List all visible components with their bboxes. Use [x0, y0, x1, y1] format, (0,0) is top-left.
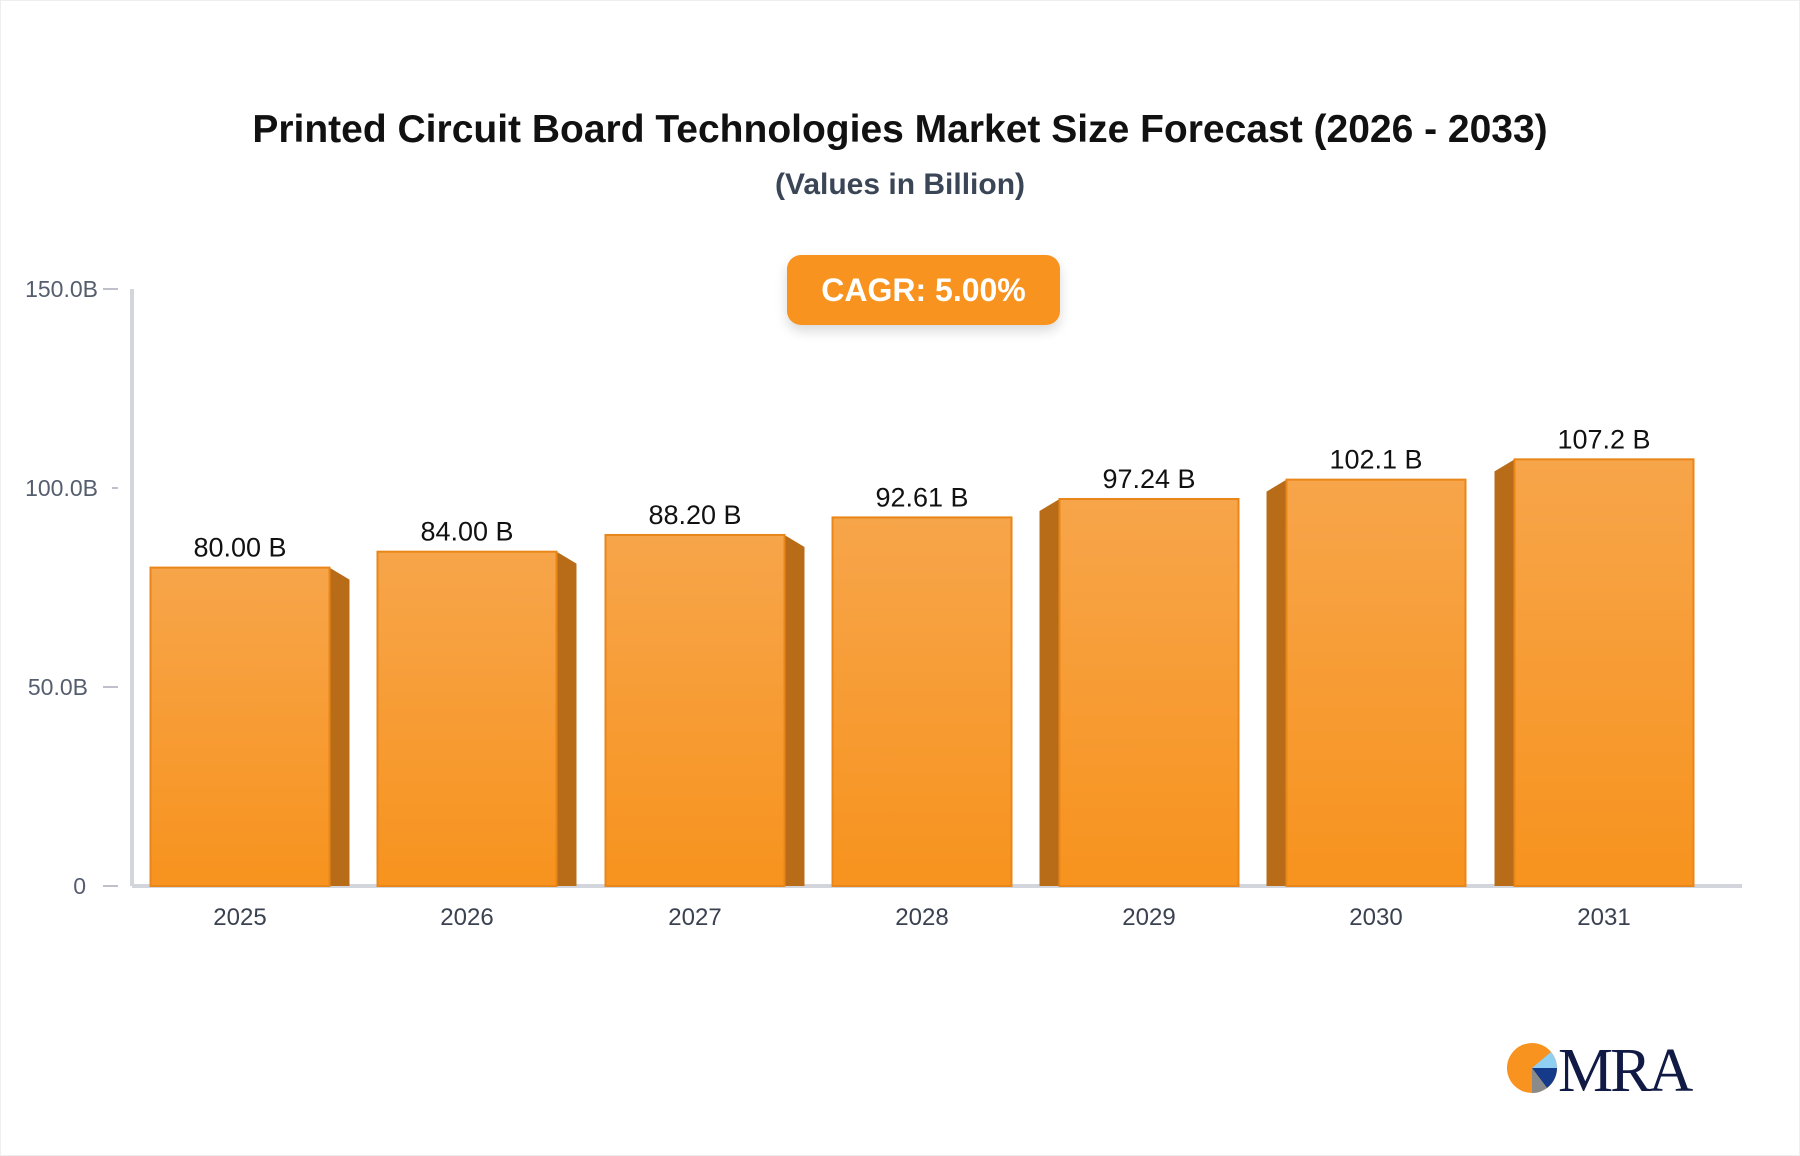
data-label: 88.20 B [648, 500, 741, 530]
bar-group: 102.1 B 2030 [1266, 445, 1467, 931]
data-label: 92.61 B [875, 482, 968, 512]
bar-side [329, 567, 350, 886]
bar-side [1494, 459, 1515, 886]
bar-group: 107.2 B 2031 [1494, 424, 1695, 931]
cagr-badge: CAGR: 5.00% [787, 255, 1060, 325]
bar-group: 97.24 B 2029 [1039, 464, 1240, 931]
bar [149, 566, 331, 887]
y-tick-label: 150.0B [25, 276, 98, 302]
y-tick-label: 0 [73, 873, 86, 899]
data-label: 102.1 B [1329, 445, 1422, 475]
chart-title: Printed Circuit Board Technologies Marke… [252, 108, 1548, 151]
data-label: 97.24 B [1102, 464, 1195, 494]
bar [1285, 478, 1467, 887]
data-label: 84.00 B [420, 517, 513, 547]
bar [376, 550, 558, 887]
x-tick-label: 2030 [1349, 904, 1402, 931]
bar-group: 84.00 B 2026 [376, 517, 577, 931]
bar-group: 92.61 B 2028 [831, 482, 1013, 931]
x-tick-label: 2026 [440, 904, 493, 931]
bar [1513, 458, 1695, 887]
data-label: 80.00 B [193, 533, 286, 563]
x-tick-label: 2031 [1577, 904, 1630, 931]
x-tick-label: 2025 [213, 904, 266, 931]
pie-logo-icon [1507, 1043, 1557, 1093]
bar-side [1266, 479, 1287, 886]
bar-group: 80.00 B 2025 [149, 533, 350, 931]
bar-side [784, 534, 805, 886]
bar-group: 88.20 B 2027 [604, 500, 805, 931]
x-tick-label: 2029 [1122, 904, 1175, 931]
mra-logo: MRA [1506, 1037, 1696, 1105]
y-tick-label: 100.0B [25, 475, 98, 501]
bar [604, 533, 786, 887]
bar [831, 516, 1013, 887]
bar-side [1039, 498, 1060, 886]
x-tick-label: 2028 [895, 904, 948, 931]
y-tick-label: 50.0B [28, 674, 88, 700]
logo-text: MRA [1558, 1037, 1693, 1105]
bar-side [556, 551, 577, 886]
x-tick-label: 2027 [668, 904, 721, 931]
bar [1058, 497, 1240, 887]
data-label: 107.2 B [1557, 424, 1650, 454]
chart-subtitle: (Values in Billion) [774, 168, 1026, 201]
